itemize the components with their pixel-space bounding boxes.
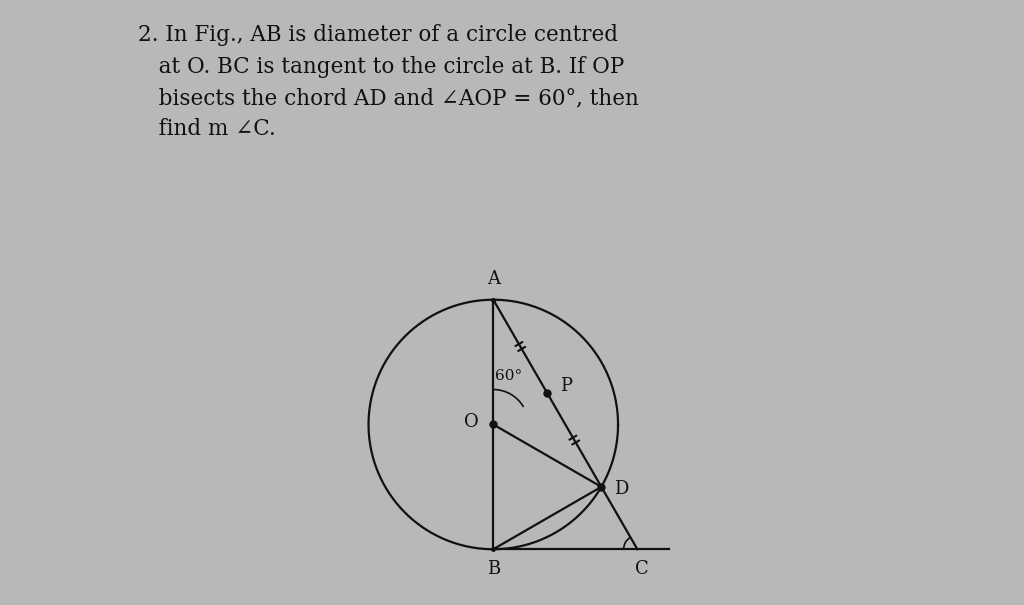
Text: D: D xyxy=(613,480,628,499)
Text: C: C xyxy=(636,560,649,578)
Text: B: B xyxy=(486,560,500,578)
Text: 2. In Fig., AB is diameter of a circle centred
   at O. BC is tangent to the cir: 2. In Fig., AB is diameter of a circle c… xyxy=(138,24,639,140)
Text: P: P xyxy=(560,377,571,395)
Text: 60°: 60° xyxy=(495,369,522,384)
Text: A: A xyxy=(486,270,500,289)
Text: O: O xyxy=(464,413,478,431)
